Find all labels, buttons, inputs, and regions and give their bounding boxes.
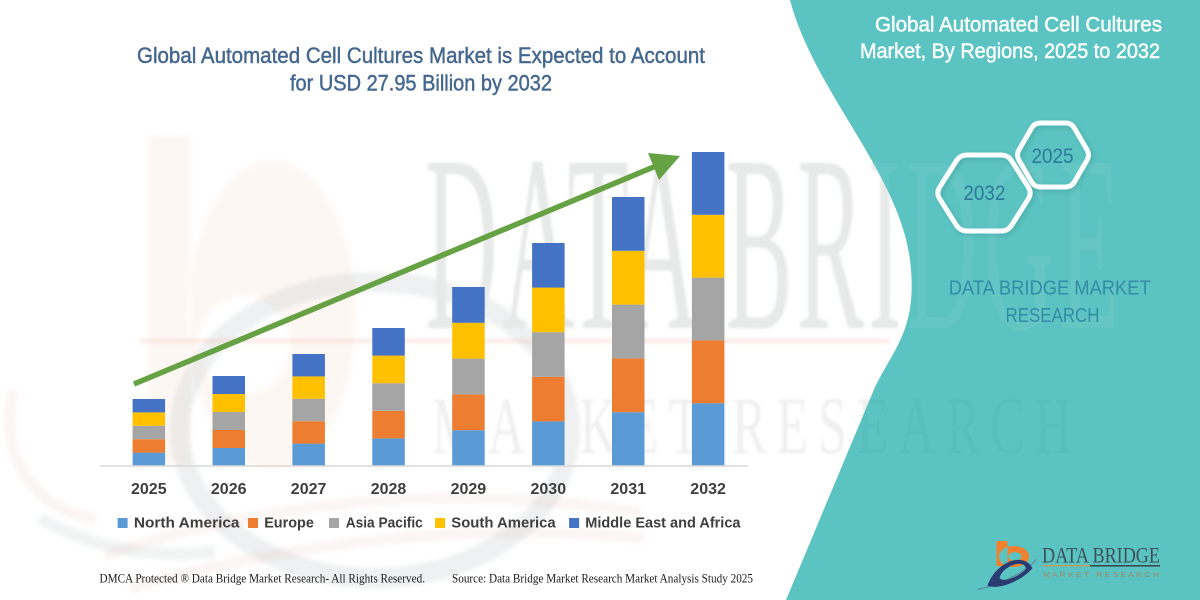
svg-text:DATA BRIDGE: DATA BRIDGE: [1042, 543, 1160, 568]
svg-text:RESEARCH: RESEARCH: [1006, 305, 1100, 327]
svg-text:Asia Pacific: Asia Pacific: [346, 515, 423, 532]
svg-text:DATA BRIDGE MARKET: DATA BRIDGE MARKET: [949, 278, 1151, 300]
svg-text:2029: 2029: [451, 481, 487, 498]
svg-text:2028: 2028: [371, 481, 407, 498]
svg-text:2027: 2027: [291, 481, 327, 498]
svg-text:Market, By Regions, 2025 to 20: Market, By Regions, 2025 to 2032: [860, 40, 1160, 63]
svg-text:M A R K E T R E S E A R C H: M A R K E T R E S E A R C H: [1043, 572, 1159, 579]
svg-text:2026: 2026: [211, 481, 247, 498]
svg-text:South America: South America: [451, 515, 556, 532]
svg-text:2032: 2032: [690, 481, 726, 498]
svg-text:2025: 2025: [1032, 145, 1074, 168]
svg-text:2032: 2032: [963, 182, 1005, 205]
svg-text:2025: 2025: [131, 481, 167, 498]
svg-text:DMCA Protected ® Data Bridge M: DMCA Protected ® Data Bridge Market Rese…: [100, 571, 426, 586]
svg-text:Middle East and Africa: Middle East and Africa: [585, 515, 741, 532]
svg-text:Source: Data Bridge Market Res: Source: Data Bridge Market Research Mark…: [452, 571, 753, 586]
svg-text:Global Automated Cell Cultures: Global Automated Cell Cultures: [875, 14, 1162, 37]
svg-text:2031: 2031: [610, 481, 646, 498]
svg-text:North America: North America: [134, 515, 240, 532]
svg-text:for USD 27.95 Billion by 2032: for USD 27.95 Billion by 2032: [290, 71, 552, 96]
svg-text:Global Automated Cell Cultures: Global Automated Cell Cultures Market is…: [137, 43, 705, 68]
svg-text:Europe: Europe: [264, 515, 314, 532]
svg-text:2030: 2030: [531, 481, 567, 498]
